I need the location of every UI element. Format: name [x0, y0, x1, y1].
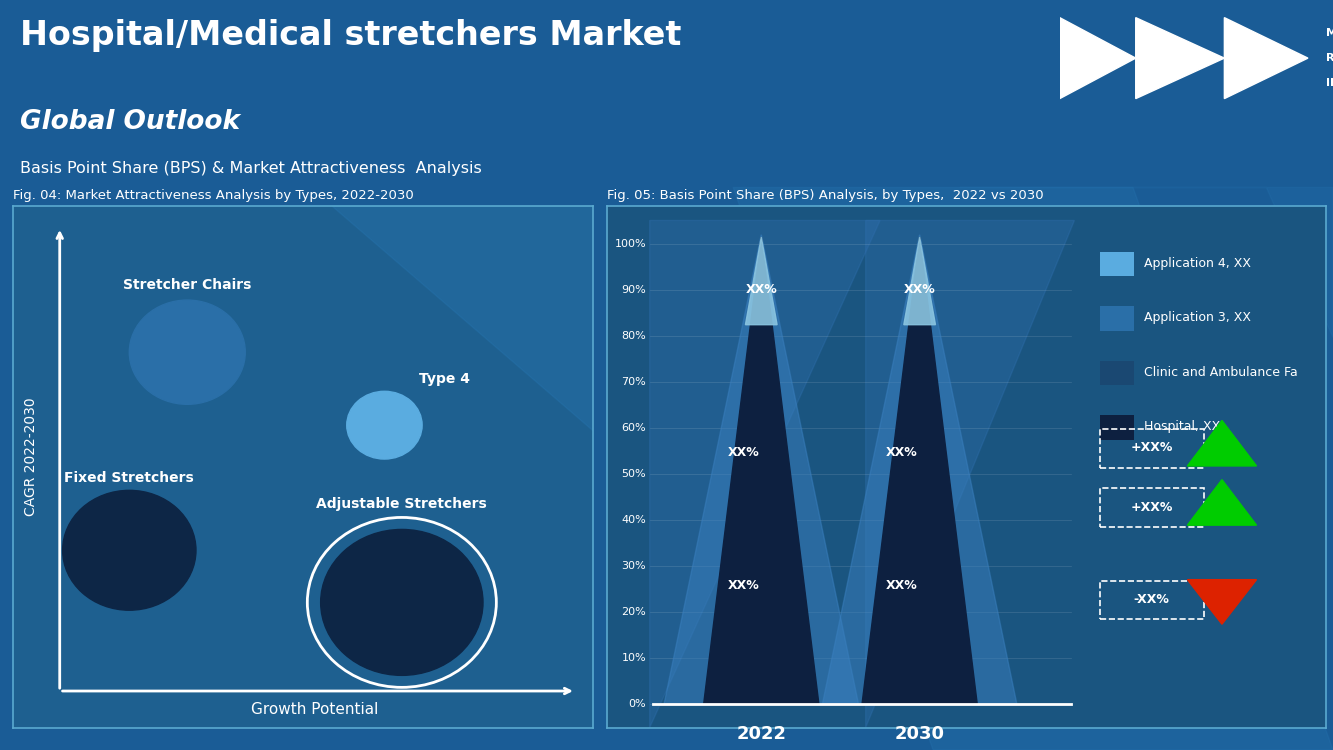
Text: Adjustable Stretchers: Adjustable Stretchers [316, 497, 487, 512]
Polygon shape [745, 237, 777, 325]
Polygon shape [704, 237, 818, 703]
Text: +XX%: +XX% [1130, 501, 1173, 514]
Text: INTELLECT: INTELLECT [1326, 79, 1333, 88]
Text: CAGR 2022-2030: CAGR 2022-2030 [24, 398, 37, 516]
Polygon shape [1225, 18, 1308, 99]
Text: 30%: 30% [621, 561, 647, 571]
Polygon shape [1188, 580, 1257, 624]
Text: Stretcher Chairs: Stretcher Chairs [123, 278, 252, 292]
Polygon shape [865, 220, 1074, 728]
Text: Global Outlook: Global Outlook [20, 109, 240, 135]
Text: 100%: 100% [615, 239, 647, 249]
Text: XX%: XX% [904, 283, 936, 296]
Text: 50%: 50% [621, 469, 647, 479]
Text: 2030: 2030 [894, 725, 945, 743]
Polygon shape [822, 235, 1017, 704]
Text: Fig. 05: Basis Point Share (BPS) Analysis, by Types,  2022 vs 2030: Fig. 05: Basis Point Share (BPS) Analysi… [607, 189, 1044, 202]
Text: Hospital, XX: Hospital, XX [1144, 420, 1221, 433]
Polygon shape [1188, 421, 1257, 466]
Text: 40%: 40% [621, 515, 647, 525]
FancyBboxPatch shape [1100, 252, 1134, 277]
Text: XX%: XX% [728, 446, 760, 459]
Text: XX%: XX% [728, 579, 760, 592]
Polygon shape [1060, 18, 1136, 99]
Text: Basis Point Share (BPS) & Market Attractiveness  Analysis: Basis Point Share (BPS) & Market Attract… [20, 161, 481, 176]
Text: Hospital/Medical stretchers Market: Hospital/Medical stretchers Market [20, 19, 681, 52]
Text: Fig. 04: Market Attractiveness Analysis by Types, 2022-2030: Fig. 04: Market Attractiveness Analysis … [13, 189, 415, 202]
Text: RESEARCH: RESEARCH [1326, 53, 1333, 63]
Circle shape [321, 530, 483, 676]
Text: XX%: XX% [745, 283, 777, 296]
Text: 10%: 10% [621, 652, 647, 663]
Polygon shape [1136, 18, 1225, 99]
Text: 90%: 90% [621, 285, 647, 295]
Text: +XX%: +XX% [1130, 442, 1173, 454]
Text: Type 4: Type 4 [419, 372, 471, 386]
Polygon shape [960, 188, 1333, 338]
FancyBboxPatch shape [1100, 361, 1134, 386]
Text: 70%: 70% [621, 377, 647, 387]
Circle shape [347, 392, 423, 459]
Text: MARKET: MARKET [1326, 28, 1333, 38]
Text: 20%: 20% [621, 607, 647, 617]
Text: -XX%: -XX% [1133, 593, 1169, 606]
Text: Fixed Stretchers: Fixed Stretchers [64, 471, 195, 485]
Polygon shape [664, 235, 858, 704]
Text: Application 4, XX: Application 4, XX [1144, 256, 1252, 269]
Polygon shape [1188, 480, 1257, 525]
Text: XX%: XX% [885, 446, 917, 459]
Circle shape [129, 300, 245, 404]
Polygon shape [733, 188, 1333, 750]
Text: Growth Potential: Growth Potential [251, 702, 379, 717]
Text: 80%: 80% [621, 331, 647, 341]
FancyBboxPatch shape [1100, 416, 1134, 440]
Text: 2022: 2022 [736, 725, 786, 743]
FancyBboxPatch shape [1100, 306, 1134, 331]
Polygon shape [332, 206, 605, 441]
Text: XX%: XX% [885, 579, 917, 592]
Circle shape [63, 490, 196, 610]
Text: Application 3, XX: Application 3, XX [1144, 311, 1252, 324]
Polygon shape [904, 237, 936, 325]
Polygon shape [862, 237, 977, 703]
Text: 0%: 0% [628, 699, 647, 709]
Polygon shape [649, 220, 880, 728]
Text: Clinic and Ambulance Fa: Clinic and Ambulance Fa [1144, 365, 1298, 379]
Text: 60%: 60% [621, 423, 647, 433]
